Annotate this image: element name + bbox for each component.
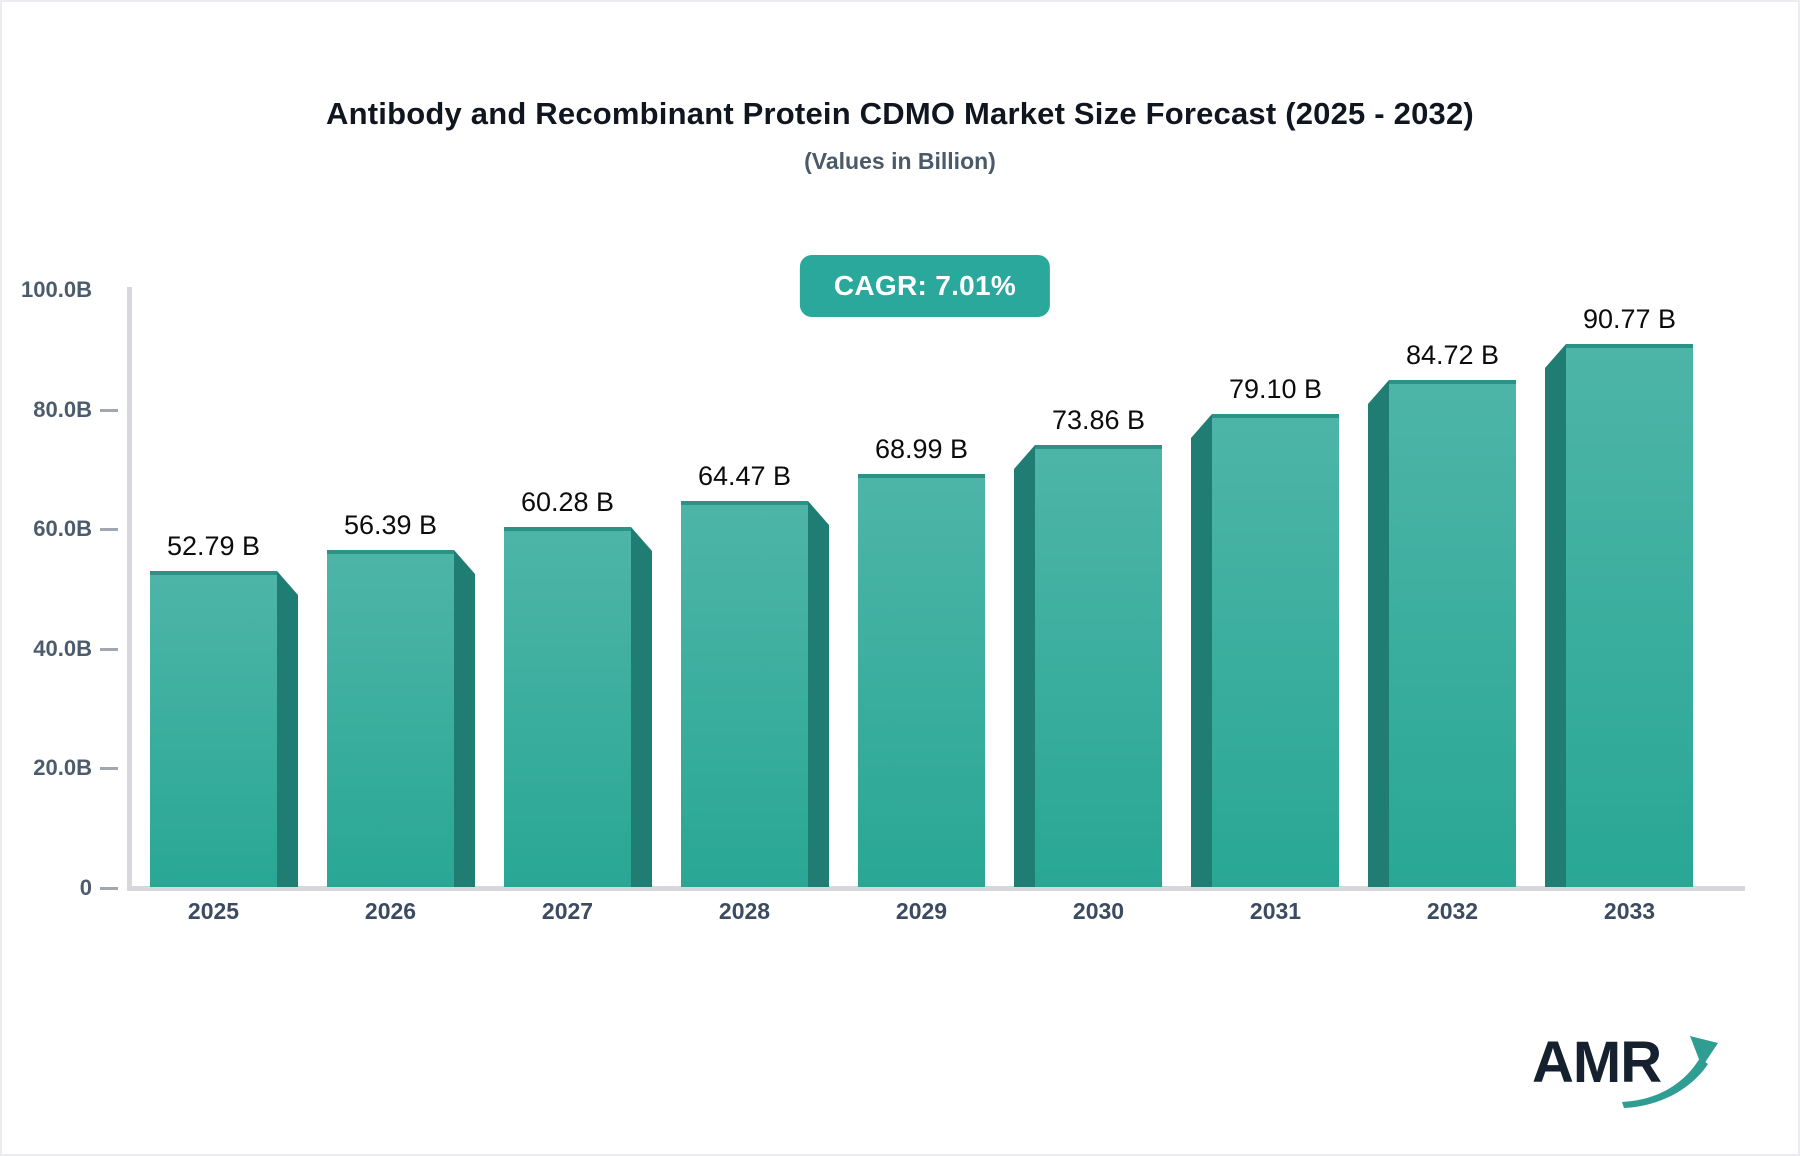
bar-value-label-2027: 60.28 B (520, 487, 615, 517)
bar-side-face-2025 (277, 571, 298, 887)
x-tick-label-2030: 2030 (1072, 898, 1125, 924)
bar-value-label-2030: 73.86 B (1051, 405, 1146, 435)
bar-2031 (1212, 414, 1339, 887)
bar-2029 (858, 474, 985, 887)
bar-side-face-2032 (1368, 380, 1389, 887)
bar-2025 (150, 571, 277, 887)
x-tick-label-2032: 2032 (1426, 898, 1479, 924)
bar-side-face-2026 (454, 550, 475, 887)
x-axis-baseline (127, 886, 1745, 891)
y-tick-mark-80.0B (100, 409, 118, 412)
x-tick-label-2029: 2029 (895, 898, 948, 924)
x-tick-label-2031: 2031 (1249, 898, 1302, 924)
brand-logo: AMR (1532, 1030, 1732, 1120)
bar-value-label-2025: 52.79 B (166, 531, 261, 561)
bar-value-label-2026: 56.39 B (343, 510, 438, 540)
y-tick-mark-60.0B (100, 528, 118, 531)
bar-side-face-2030 (1014, 445, 1035, 887)
bar-value-label-2033: 90.77 B (1582, 304, 1677, 334)
y-axis-line (127, 287, 132, 888)
chart-subtitle: (Values in Billion) (804, 148, 996, 174)
chart-title: Antibody and Recombinant Protein CDMO Ma… (326, 96, 1474, 131)
bar-value-label-2028: 64.47 B (697, 461, 792, 491)
y-tick-label-80.0B: 80.0B (33, 397, 92, 422)
y-tick-label-0: 0 (79, 875, 92, 900)
bar-side-face-2031 (1191, 414, 1212, 887)
bar-2030 (1035, 445, 1162, 887)
x-tick-label-2027: 2027 (541, 898, 594, 924)
bar-value-label-2031: 79.10 B (1228, 374, 1323, 404)
bar-2026 (327, 550, 454, 887)
x-tick-label-2033: 2033 (1603, 898, 1656, 924)
y-tick-mark-0 (100, 887, 118, 890)
bar-value-label-2029: 68.99 B (874, 434, 969, 464)
bar-side-face-2027 (631, 527, 652, 887)
y-tick-label-20.0B: 20.0B (33, 755, 92, 780)
growth-arrow-icon (1622, 1036, 1718, 1108)
brand-logo-text: AMR (1532, 1030, 1662, 1095)
y-tick-label-100.0B: 100.0B (21, 277, 92, 302)
bar-value-label-2032: 84.72 B (1405, 340, 1500, 370)
x-tick-label-2025: 2025 (187, 898, 240, 924)
y-tick-mark-40.0B (100, 648, 118, 651)
y-tick-mark-20.0B (100, 767, 118, 770)
bar-2028 (681, 501, 808, 887)
cagr-badge: CAGR: 7.01% (799, 255, 1051, 317)
bar-side-face-2028 (808, 501, 829, 887)
bar-2027 (504, 527, 631, 887)
bar-2033 (1566, 344, 1693, 887)
y-tick-label-60.0B: 60.0B (33, 516, 92, 541)
bar-2032 (1389, 380, 1516, 887)
bar-side-face-2033 (1545, 344, 1566, 887)
x-tick-label-2026: 2026 (364, 898, 417, 924)
x-tick-label-2028: 2028 (718, 898, 771, 924)
y-tick-label-40.0B: 40.0B (33, 636, 92, 661)
